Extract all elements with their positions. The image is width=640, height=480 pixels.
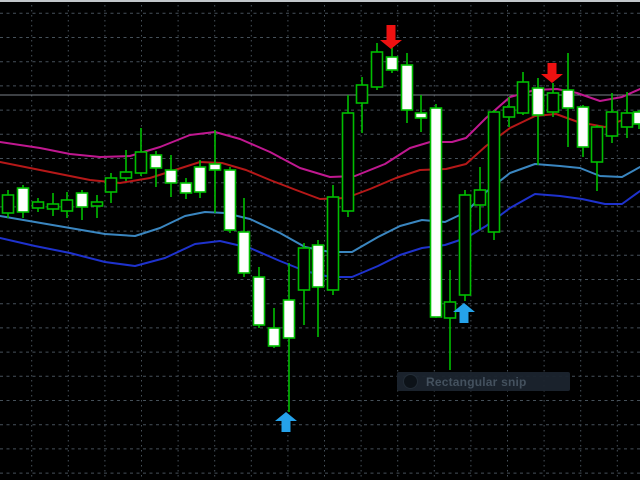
candle [31, 198, 45, 212]
candle [458, 190, 472, 301]
candle [531, 78, 545, 165]
candle [487, 110, 501, 240]
snip-tooltip: Rectangular snip [397, 372, 570, 391]
candle [473, 167, 487, 230]
candle [1, 190, 15, 218]
candle [297, 243, 311, 325]
candle [326, 185, 340, 295]
candle [252, 267, 266, 328]
candle [193, 160, 207, 198]
candle [179, 178, 193, 199]
candle [16, 185, 30, 218]
buy-arrow-icon [453, 303, 475, 323]
candle [75, 190, 89, 220]
ma-line-lower-band-blue [0, 190, 640, 278]
candle [502, 97, 516, 127]
candle [443, 270, 457, 370]
candle [267, 308, 281, 348]
candle [414, 95, 428, 132]
candle [119, 150, 133, 181]
candle [149, 151, 163, 187]
candle [237, 198, 251, 277]
snip-icon [403, 374, 418, 389]
candle [90, 195, 104, 218]
candle [104, 173, 118, 203]
candle [282, 263, 296, 412]
candle [516, 72, 530, 115]
buy-arrow-icon [275, 412, 297, 432]
candle [223, 167, 237, 233]
candle [60, 192, 74, 218]
candle [605, 93, 619, 143]
candle [590, 125, 604, 191]
candle [400, 53, 414, 123]
candle [355, 77, 369, 133]
candle [620, 92, 634, 138]
candle [561, 53, 575, 147]
sell-arrow-icon [541, 63, 563, 83]
candle [546, 83, 560, 117]
window-top-border [0, 0, 640, 2]
ma-line-lower-mid-steelblue [0, 163, 640, 253]
candle [576, 105, 590, 157]
candle [341, 95, 355, 217]
candle [134, 128, 148, 176]
sell-arrow-icon [380, 25, 402, 49]
candle [46, 193, 60, 216]
candle [208, 130, 222, 213]
candle [311, 240, 325, 337]
snip-tooltip-label: Rectangular snip [426, 374, 527, 389]
candle [370, 43, 384, 90]
candle [429, 104, 443, 318]
candle [164, 155, 178, 197]
candle [632, 110, 640, 129]
candles [1, 42, 640, 412]
